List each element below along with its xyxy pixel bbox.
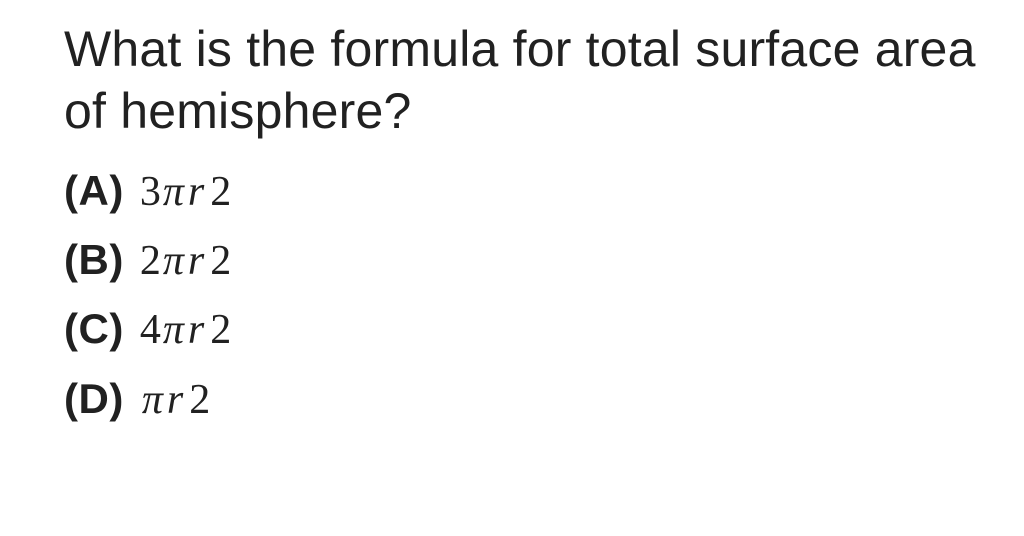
variable-r: r [188, 238, 204, 284]
exponent: 2 [210, 238, 231, 284]
option-b: (B) 2 π r 2 [64, 237, 984, 284]
exponent: 2 [210, 169, 231, 215]
option-c: (C) 4 π r 2 [64, 306, 984, 353]
option-label: (C) [64, 306, 124, 352]
coefficient: 3 [140, 169, 161, 215]
options-list: (A) 3 π r 2 (B) 2 π r 2 (C) 4 π r 2 [64, 168, 984, 423]
coefficient: 2 [140, 238, 161, 284]
variable-r: r [167, 377, 183, 423]
pi-symbol: π [142, 377, 163, 423]
exponent: 2 [189, 377, 210, 423]
question-text: What is the formula for total surface ar… [64, 18, 984, 142]
pi-symbol: π [163, 238, 184, 284]
option-label: (D) [64, 376, 124, 422]
variable-r: r [188, 307, 204, 353]
pi-symbol: π [163, 307, 184, 353]
option-formula: 2 π r 2 [140, 238, 231, 284]
pi-symbol: π [163, 169, 184, 215]
option-formula: 4 π r 2 [140, 307, 231, 353]
variable-r: r [188, 169, 204, 215]
coefficient: 4 [140, 307, 161, 353]
option-d: (D) π r 2 [64, 376, 984, 423]
option-label: (A) [64, 168, 124, 214]
option-a: (A) 3 π r 2 [64, 168, 984, 215]
option-formula: π r 2 [140, 377, 210, 423]
exponent: 2 [210, 307, 231, 353]
option-label: (B) [64, 237, 124, 283]
option-formula: 3 π r 2 [140, 169, 231, 215]
question-page: What is the formula for total surface ar… [0, 0, 1024, 423]
